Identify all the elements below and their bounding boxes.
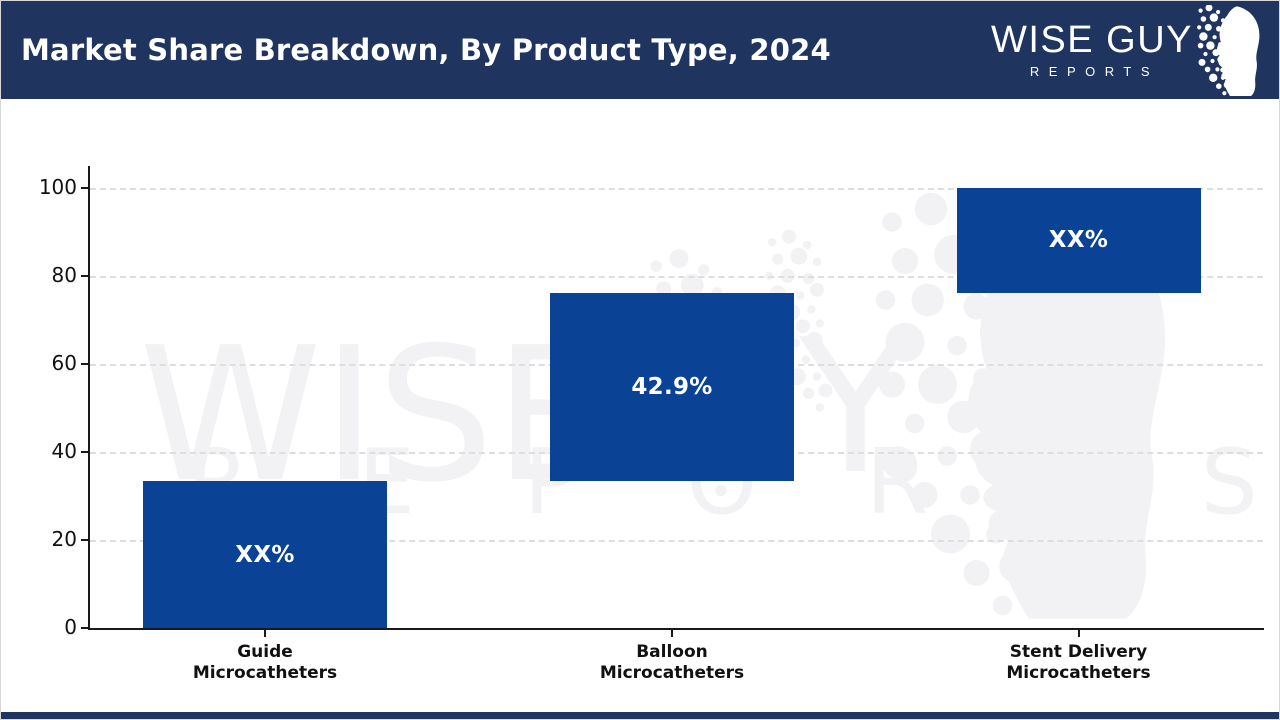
x-category-label: Balloon Microcatheters xyxy=(600,642,744,684)
x-tick-mark-3 xyxy=(1077,630,1080,637)
wiseguy-logo: WISE GUY REPORTS xyxy=(991,4,1265,96)
gridline-20 xyxy=(90,540,1263,542)
wiseguy-logo-subtitle: REPORTS xyxy=(1029,64,1160,79)
y-axis-line xyxy=(88,166,90,630)
wiseguy-logo-wordmark: WISE GUY xyxy=(990,19,1193,61)
bar-value-label: 42.9% xyxy=(631,374,713,401)
x-category-label: Stent Delivery Microcatheters xyxy=(1006,642,1150,684)
y-tick-label-80: 80 xyxy=(51,263,77,288)
y-tick-mark-100 xyxy=(81,187,89,189)
x-tick-mark-2 xyxy=(671,630,673,637)
wiseguy-logo-text: WISE GUY REPORTS xyxy=(991,21,1193,79)
x-category-label-line: Microcatheters xyxy=(1006,663,1151,683)
x-tick-mark-1 xyxy=(264,630,266,637)
footer-bar xyxy=(1,712,1279,719)
y-tick-mark-40 xyxy=(81,451,89,453)
x-category-label-line: Guide xyxy=(237,642,293,662)
x-category-label-line: Balloon xyxy=(636,642,708,662)
y-tick-label-40: 40 xyxy=(51,439,77,464)
bar-balloon-microcatheters: 42.9% xyxy=(550,292,794,482)
bar-value-label: XX% xyxy=(1048,227,1109,254)
y-tick-label-0: 0 xyxy=(64,615,77,640)
y-tick-label-60: 60 xyxy=(51,351,77,376)
bar-stent-delivery-microcatheters: XX% xyxy=(956,188,1201,293)
y-tick-label-100: 100 xyxy=(38,175,77,200)
y-tick-mark-0 xyxy=(81,627,89,629)
bar-value-label: XX% xyxy=(235,541,295,568)
x-axis-line xyxy=(88,628,1264,630)
x-category-label-line: Stent Delivery xyxy=(1009,642,1148,662)
y-tick-mark-80 xyxy=(81,275,89,277)
header-bar: Market Share Breakdown, By Product Type,… xyxy=(1,1,1279,99)
y-tick-label-20: 20 xyxy=(51,527,77,552)
x-category-label-line: Microcatheters xyxy=(599,663,745,683)
y-tick-mark-20 xyxy=(81,539,89,541)
x-category-label: Guide Microcatheters xyxy=(193,642,337,684)
chart-title: Market Share Breakdown, By Product Type,… xyxy=(21,33,831,67)
y-tick-mark-60 xyxy=(81,363,89,365)
x-category-label-line: Microcatheters xyxy=(192,663,338,683)
gridline-100 xyxy=(90,188,1263,190)
wiseguy-face-icon xyxy=(1197,4,1260,96)
bar-guide-microcatheters: XX% xyxy=(143,481,387,628)
